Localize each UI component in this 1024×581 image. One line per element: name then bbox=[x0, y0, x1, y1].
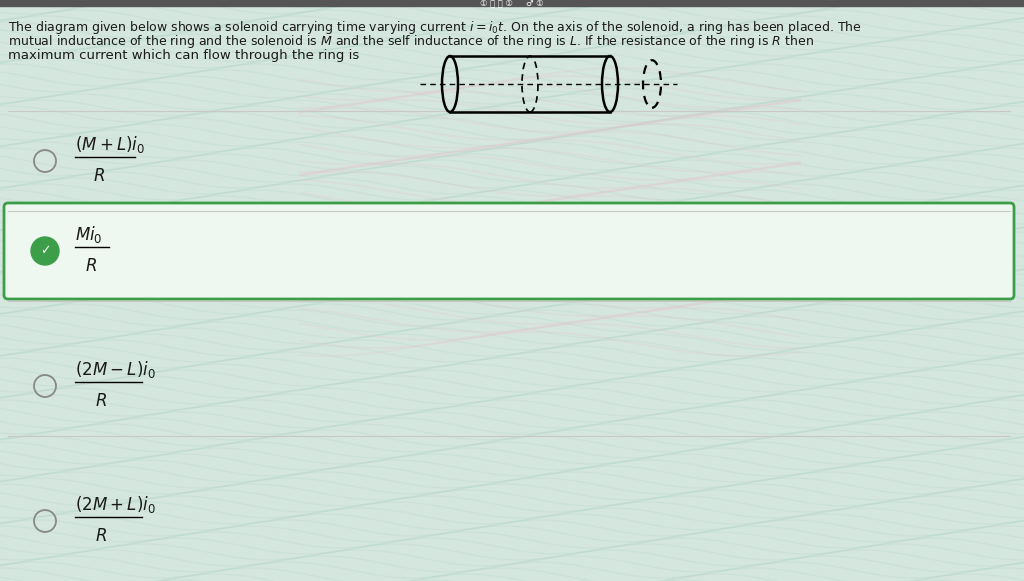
Text: $R$: $R$ bbox=[85, 257, 97, 275]
Circle shape bbox=[31, 237, 59, 265]
FancyBboxPatch shape bbox=[4, 203, 1014, 299]
Text: mutual inductance of the ring and the solenoid is $M$ and the self inductance of: mutual inductance of the ring and the so… bbox=[8, 33, 814, 50]
Text: The diagram given below shows a solenoid carrying time varying current $i = i_0t: The diagram given below shows a solenoid… bbox=[8, 19, 862, 36]
Text: $R$: $R$ bbox=[95, 392, 106, 410]
Text: ✓: ✓ bbox=[40, 245, 50, 257]
Text: maximum current which can flow through the ring is: maximum current which can flow through t… bbox=[8, 49, 359, 62]
Text: $(2M - L)i_0$: $(2M - L)i_0$ bbox=[75, 359, 156, 380]
Text: $(2M + L)i_0$: $(2M + L)i_0$ bbox=[75, 494, 156, 515]
Text: $(M + L)i_0$: $(M + L)i_0$ bbox=[75, 134, 145, 155]
Text: ① ⓐ ⓐ ①     ♂ ①: ① ⓐ ⓐ ① ♂ ① bbox=[480, 0, 544, 8]
Text: $R$: $R$ bbox=[93, 167, 105, 185]
Text: $R$: $R$ bbox=[95, 527, 106, 545]
Text: $Mi_0$: $Mi_0$ bbox=[75, 224, 102, 245]
